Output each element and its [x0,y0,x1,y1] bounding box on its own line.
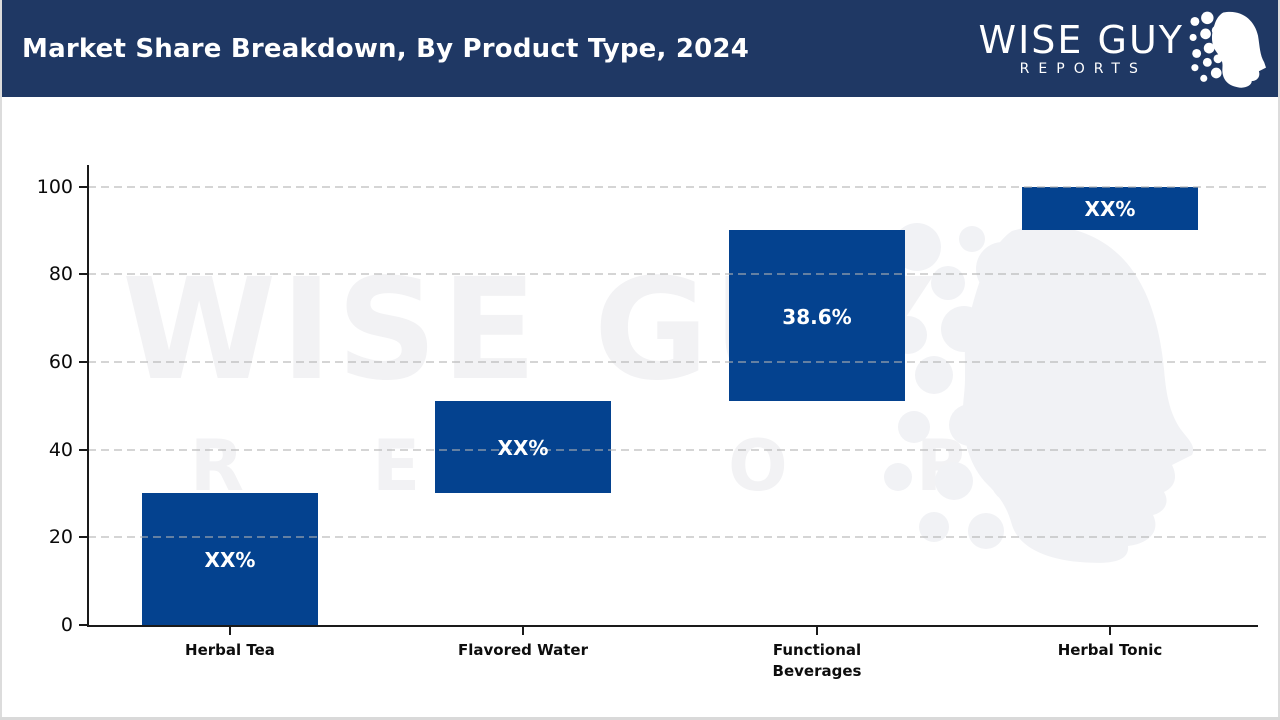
y-tick-label: 0 [60,614,73,636]
header-banner: Market Share Breakdown, By Product Type,… [0,0,1280,97]
x-tick [816,627,818,635]
bottom-border [0,717,1280,720]
logo-subtitle: REPORTS [1019,61,1147,78]
plot-layer: XX% XX% 38.6% XX% 0 20 40 60 80 100 Herbal Tea Flav… [0,97,1280,717]
bar-value-label: 38.6% [782,304,852,329]
x-tick [1109,627,1111,635]
y-tick-label: 100 [36,175,73,198]
gridline-20 [88,536,1266,539]
bar-functional-beverages [729,230,905,402]
y-tick [79,624,88,626]
y-tick [79,273,88,276]
logo-wordmark: WISE GUY [978,17,1184,62]
y-axis-line [87,165,89,627]
gridline-60 [88,360,1266,363]
y-tick [79,448,88,451]
bar-herbal-tonic [1022,186,1198,231]
bar-value-label: XX% [1084,197,1136,222]
y-tick-label: 20 [48,526,73,549]
bar-value-label: XX% [497,436,549,461]
x-category-label: Flavored Water [458,641,588,659]
x-category-label: Herbal Tea [185,641,275,659]
y-tick [79,536,88,539]
gridline-40 [88,448,1266,451]
x-axis-line [87,625,1258,627]
gridline-100 [88,185,1266,188]
wise-guy-reports-logo: WISE GUY REPORTS [979,6,1266,92]
dotted-head-icon [1189,11,1266,88]
y-tick-label: 40 [48,438,73,461]
y-tick-label: 60 [48,350,73,373]
y-tick [79,360,88,363]
y-tick-label: 80 [48,263,73,286]
gridline-80 [88,273,1266,276]
bar-flavored-water [435,401,611,494]
chart-area: WISE GUY R E P O R T S XX% XX% 38.6% XX% 0 20… [0,97,1280,717]
bar-value-label: XX% [204,548,256,573]
x-category-label: Functional Beverages [772,641,862,680]
x-tick [522,627,524,635]
x-category-label: Herbal Tonic [1057,641,1163,659]
page-title: Market Share Breakdown, By Product Type,… [22,33,749,64]
y-tick [79,185,88,188]
bar-herbal-tea [142,493,318,625]
logo-text: WISE GUY REPORTS [978,17,1184,78]
x-tick [229,627,231,635]
